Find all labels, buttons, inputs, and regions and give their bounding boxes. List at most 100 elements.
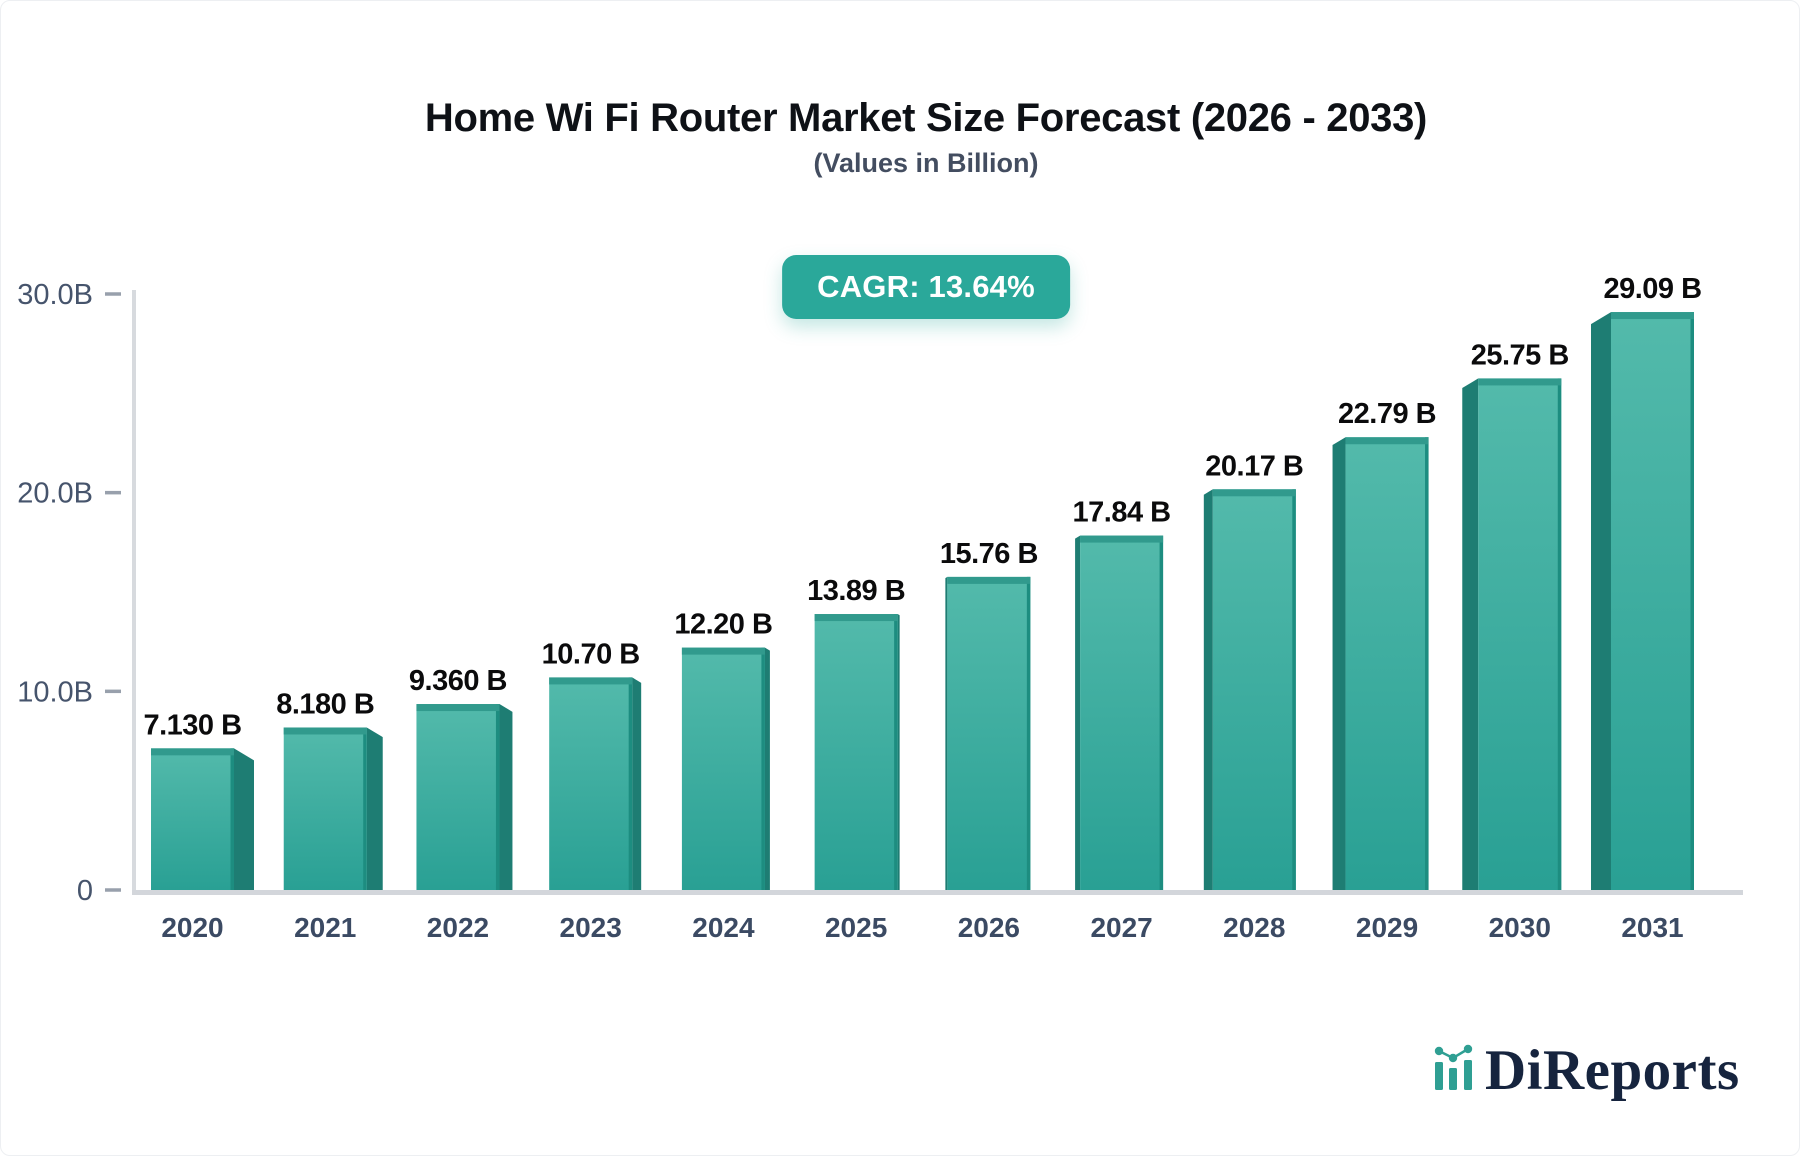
bar-front-face: [1610, 312, 1694, 890]
bar-value-label: 7.130 B: [143, 709, 241, 741]
bar-2026: [945, 576, 1031, 890]
x-axis-label: 2031: [1621, 912, 1683, 943]
bar-value-label: 17.84 B: [1073, 497, 1171, 529]
bar-front-edge: [495, 704, 500, 890]
x-axis-label: 2025: [825, 912, 887, 943]
logo-bar: [1464, 1060, 1472, 1090]
bar-side-face: [1462, 378, 1479, 890]
x-axis-label: 2029: [1356, 912, 1418, 943]
bar-side-face: [1203, 489, 1213, 890]
bar-front-edge: [1425, 437, 1429, 890]
bar-value-label: 29.09 B: [1603, 273, 1701, 305]
bar-front-face: [1080, 535, 1164, 890]
bar-top-face: [151, 748, 234, 756]
bar-side-face: [234, 748, 254, 890]
y-axis-label: 0: [77, 875, 93, 907]
bar-2027: [1075, 535, 1164, 890]
bar-top-face: [283, 727, 367, 735]
cagr-badge: CAGR: 13.64%: [782, 255, 1070, 319]
bar-front-edge: [628, 677, 633, 890]
bar-top-face: [814, 614, 898, 622]
bar-top-face: [947, 576, 1031, 584]
bar-side-face: [945, 576, 948, 890]
bar-front-face: [283, 727, 367, 890]
x-axis-label: 2021: [294, 912, 356, 943]
logo-dot: [1448, 1053, 1458, 1063]
x-axis-label: 2022: [427, 912, 489, 943]
bar-side-face: [366, 727, 383, 890]
logo-dot: [1434, 1046, 1444, 1056]
bar-value-label: 22.79 B: [1338, 398, 1436, 430]
bar-top-face: [1478, 378, 1562, 386]
mini-bar-chart-icon: [1434, 1044, 1473, 1090]
y-axis-label: 20.0B: [17, 478, 93, 510]
x-axis-label: 2026: [958, 912, 1020, 943]
bar-top-face: [416, 704, 500, 712]
bar-value-label: 10.70 B: [542, 638, 640, 670]
bar-2021: [283, 727, 383, 890]
chart-header: Home Wi Fi Router Market Size Forecast (…: [26, 1, 1799, 179]
bar-top-face: [1345, 437, 1429, 445]
bar-front-edge: [894, 614, 898, 890]
bar-front-face: [416, 704, 500, 890]
bar-2025: [814, 614, 900, 890]
logo-dot: [1463, 1044, 1473, 1054]
direports-logo: DiReports: [1434, 1037, 1740, 1099]
logo-text: DiReports: [1485, 1039, 1740, 1102]
bar-front-face: [681, 647, 765, 890]
bar-2024: [681, 647, 770, 890]
chart-subtitle: (Values in Billion): [813, 148, 1039, 178]
bar-value-label: 12.20 B: [674, 609, 772, 641]
bar-front-edge: [761, 647, 765, 890]
bar-front-edge: [1026, 576, 1031, 890]
bar-value-label: 25.75 B: [1471, 339, 1569, 371]
x-axis-label: 2023: [560, 912, 622, 943]
bar-front-edge: [230, 748, 234, 890]
bar-side-face: [764, 647, 770, 890]
bar-value-label: 13.89 B: [807, 575, 905, 607]
bar-top-face: [549, 677, 633, 685]
bar-front-face: [947, 576, 1031, 890]
bar-front-edge: [363, 727, 367, 890]
bar-value-label: 20.17 B: [1205, 450, 1303, 482]
bar-side-face: [1075, 535, 1081, 890]
bar-value-label: 8.180 B: [276, 688, 374, 720]
logo-bar: [1435, 1062, 1443, 1090]
bar-top-face: [681, 647, 765, 655]
bar-front-edge: [1690, 312, 1694, 890]
bar-value-label: 15.76 B: [940, 538, 1038, 570]
bar-side-face: [897, 614, 900, 890]
bar-front-edge: [1557, 378, 1562, 890]
x-axis-label: 2030: [1489, 912, 1551, 943]
bar-top-face: [1610, 312, 1694, 320]
bar-2022: [416, 704, 513, 890]
bar-2029: [1332, 437, 1429, 890]
bar-front-edge: [1159, 535, 1164, 890]
bar-2020: [151, 748, 254, 890]
bar-side-face: [499, 704, 513, 890]
bar-2023: [549, 677, 642, 890]
bar-top-face: [1080, 535, 1164, 543]
bar-front-face: [151, 748, 234, 890]
bar-2031: [1590, 312, 1694, 890]
y-axis-label: 10.0B: [17, 676, 93, 708]
bar-side-face: [632, 677, 642, 890]
bar-2028: [1203, 489, 1296, 890]
x-axis-label: 2024: [692, 912, 755, 943]
x-axis-label: 2028: [1223, 912, 1285, 943]
bar-side-face: [1332, 437, 1346, 890]
chart-title: Home Wi Fi Router Market Size Forecast (…: [424, 96, 1428, 140]
y-axis-label: 30.0B: [17, 279, 93, 311]
bar-front-face: [814, 614, 898, 890]
bar-front-face: [1212, 489, 1296, 890]
bar-front-face: [1478, 378, 1562, 890]
logo-bar: [1449, 1068, 1457, 1090]
bar-top-face: [1212, 489, 1296, 497]
bar-front-face: [1345, 437, 1429, 890]
x-axis-label: 2020: [161, 912, 223, 943]
bar-value-label: 9.360 B: [409, 665, 507, 697]
bar-front-edge: [1292, 489, 1296, 890]
bar-side-face: [1590, 312, 1611, 890]
